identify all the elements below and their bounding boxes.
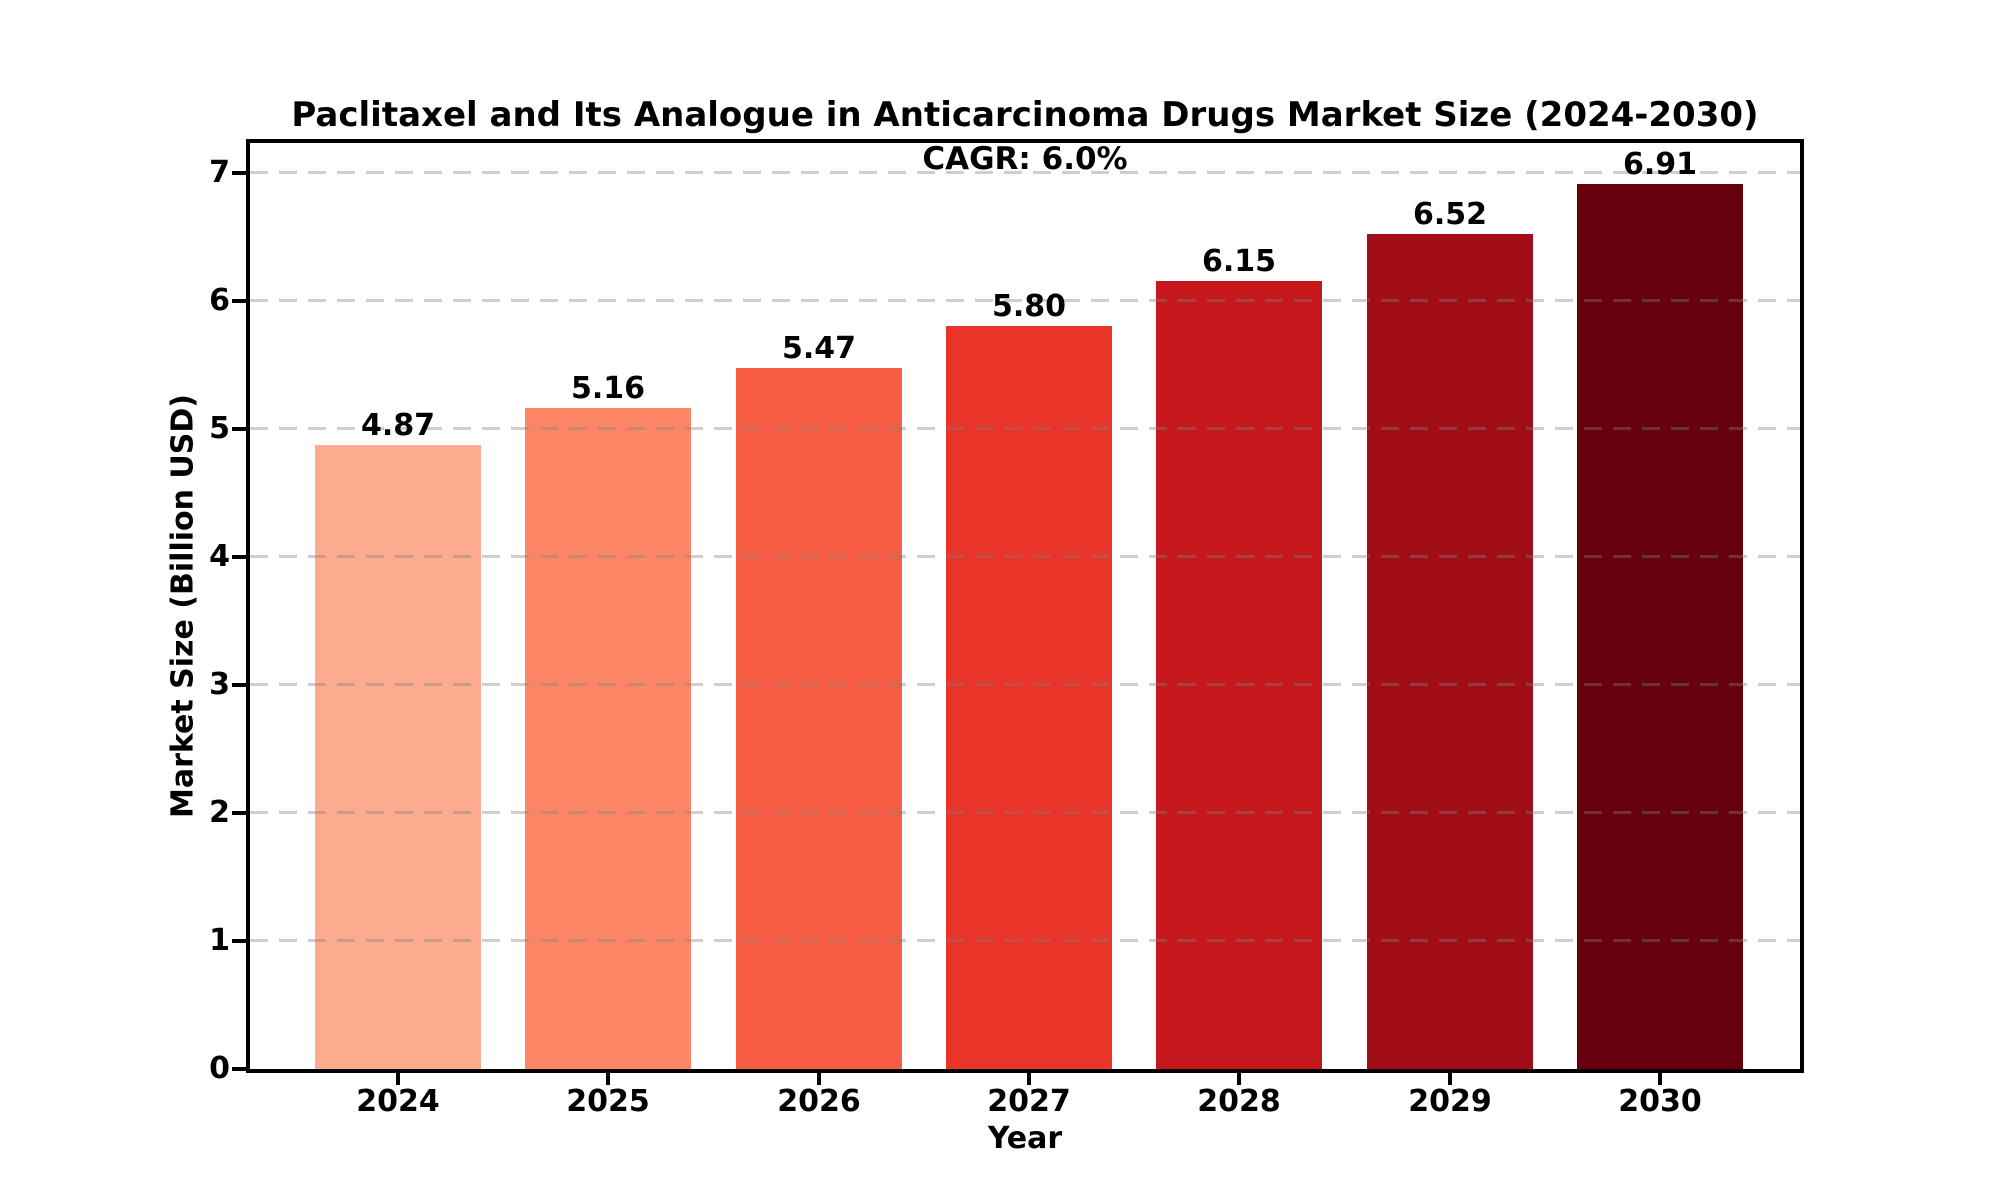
x-axis-label: Year (987, 1121, 1063, 1156)
y-axis-label: Market Size (Billion USD) (165, 393, 201, 819)
bar-value-label-2026: 5.47 (781, 331, 857, 366)
bar-value-label-2029: 6.52 (1412, 197, 1488, 232)
bar-2030 (1577, 184, 1743, 1069)
bar-2027 (946, 326, 1112, 1069)
gridline-y2 (250, 811, 1800, 815)
y-tick-5 (232, 426, 246, 431)
bar-value-label-2024: 4.87 (360, 408, 436, 443)
bar-2024 (315, 445, 481, 1069)
bar-2025 (525, 408, 691, 1069)
x-tick-label-2030: 2030 (1618, 1084, 1702, 1119)
chart-title: Paclitaxel and Its Analogue in Anticarci… (291, 95, 1759, 135)
y-tick-7 (232, 170, 246, 175)
x-tick-2026 (817, 1073, 821, 1085)
gridline-y5 (250, 427, 1800, 431)
x-tick-label-2029: 2029 (1408, 1084, 1492, 1119)
bar-2028 (1156, 281, 1322, 1069)
bar-2029 (1367, 234, 1533, 1069)
y-tick-0 (232, 1067, 246, 1071)
x-tick-2027 (1027, 1073, 1031, 1085)
y-tick-label-4: 4 (209, 538, 230, 574)
y-tick-6 (232, 298, 246, 303)
gridline-y1 (250, 939, 1800, 943)
bar-value-label-2030: 6.91 (1622, 147, 1698, 182)
x-tick-2028 (1237, 1073, 1241, 1085)
y-tick-label-6: 6 (209, 282, 230, 318)
x-tick-label-2025: 2025 (566, 1084, 650, 1119)
y-tick-label-5: 5 (209, 410, 230, 446)
x-tick-label-2026: 2026 (777, 1084, 861, 1119)
y-tick-1 (232, 938, 246, 943)
cagr-annotation: CAGR: 6.0% (922, 141, 1128, 177)
bar-value-label-2028: 6.15 (1201, 244, 1277, 279)
y-tick-label-0: 0 (209, 1051, 230, 1086)
x-tick-2030 (1658, 1073, 1662, 1085)
y-tick-label-3: 3 (209, 666, 230, 702)
x-tick-label-2028: 2028 (1197, 1084, 1281, 1119)
y-tick-3 (232, 682, 246, 687)
y-tick-4 (232, 554, 246, 559)
y-tick-label-1: 1 (209, 922, 230, 958)
gridline-y4 (250, 555, 1800, 559)
bar-value-label-2027: 5.80 (991, 289, 1067, 324)
x-tick-2025 (606, 1073, 610, 1085)
bar-value-label-2025: 5.16 (570, 371, 646, 406)
x-tick-2029 (1448, 1073, 1452, 1085)
gridline-y3 (250, 683, 1800, 687)
y-tick-label-2: 2 (209, 794, 230, 830)
y-tick-2 (232, 810, 246, 815)
x-tick-label-2027: 2027 (987, 1084, 1071, 1119)
bar-2026 (736, 368, 902, 1069)
gridline-y6 (250, 299, 1800, 302)
gridline-y7 (250, 171, 1800, 174)
x-tick-label-2024: 2024 (356, 1084, 440, 1119)
x-tick-2024 (396, 1073, 400, 1085)
y-tick-label-7: 7 (209, 154, 230, 190)
